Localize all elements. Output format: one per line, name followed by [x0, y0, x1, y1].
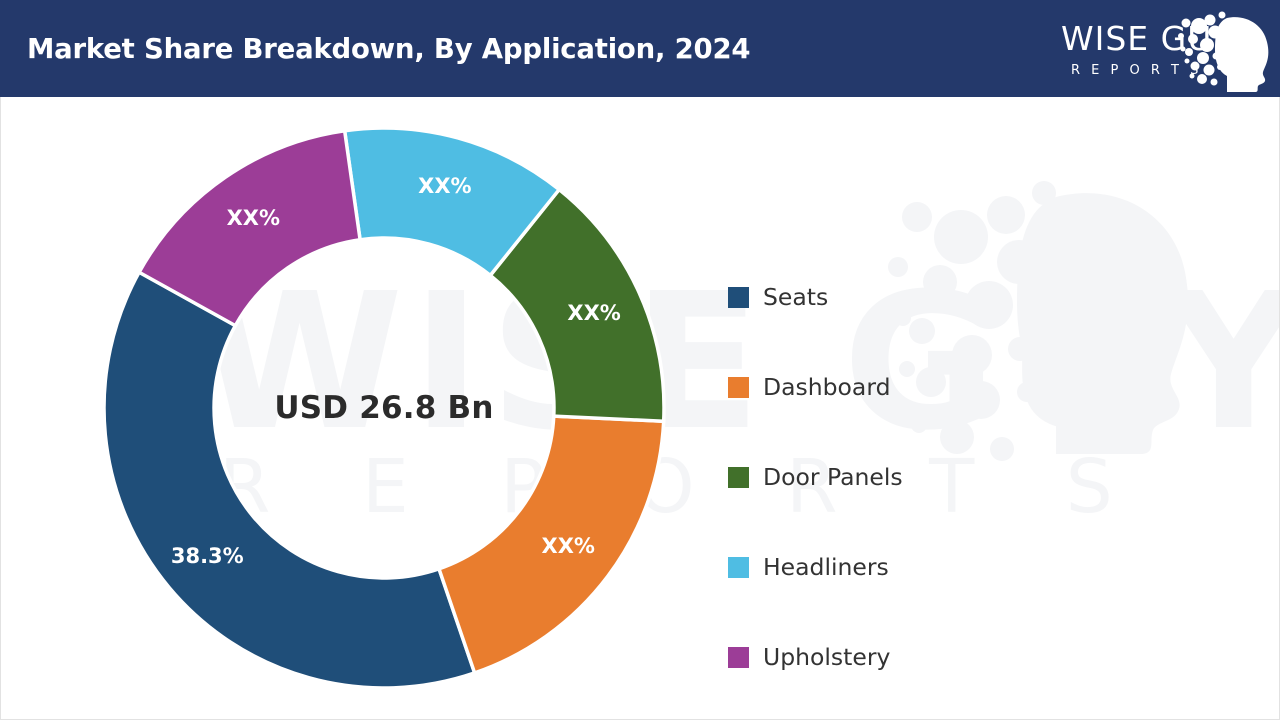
pie-slice[interactable]: [436, 414, 666, 676]
legend-item[interactable]: Headliners: [728, 522, 1058, 612]
pie-slice[interactable]: [136, 128, 363, 328]
chart-canvas: WISE GUY R E P O R T S 38.3% XX% XX% XX% XX%…: [0, 97, 1280, 720]
pie-slice[interactable]: [102, 269, 477, 690]
pie-slice[interactable]: [487, 187, 666, 424]
legend-color-swatch: [728, 646, 749, 668]
donut-center-value: USD 26.8 Bn: [274, 390, 494, 426]
legend-item[interactable]: Seats: [728, 252, 1058, 342]
slice-percentage-label: XX%: [567, 301, 621, 326]
slice-percentage-label: XX%: [226, 206, 281, 231]
pie-slice[interactable]: [342, 126, 562, 278]
slice-percentage-label: 38.3%: [170, 543, 244, 568]
legend-color-swatch: [728, 466, 749, 488]
legend-item-label: Seats: [763, 283, 829, 311]
legend-color-swatch: [728, 556, 749, 578]
chart-legend: Seats Dashboard Door Panels Headliners Uphol…: [728, 252, 1058, 702]
legend-item-label: Headliners: [763, 553, 889, 581]
head-profile-dots-icon: [1178, 11, 1269, 92]
donut-slices: [102, 126, 666, 690]
donut-chart: 38.3% XX% XX% XX% XX% USD 26.8 Bn: [1, 97, 1279, 719]
slice-percentage-label: XX%: [541, 534, 595, 559]
page-title: Market Share Breakdown, By Application, …: [27, 33, 751, 65]
wise-guy-reports-logo: WISE GUY R E P O R T S: [1059, 6, 1274, 92]
legend-item[interactable]: Dashboard: [728, 342, 1058, 432]
legend-item-label: Dashboard: [763, 373, 891, 401]
legend-item[interactable]: Door Panels: [728, 432, 1058, 522]
legend-item[interactable]: Upholstery: [728, 612, 1058, 702]
legend-item-label: Door Panels: [763, 463, 903, 491]
legend-item-label: Upholstery: [763, 643, 891, 671]
page-header: Market Share Breakdown, By Application, …: [0, 0, 1280, 97]
legend-color-swatch: [728, 286, 749, 308]
slice-percentage-label: XX%: [418, 173, 472, 198]
svg-text:R E P O R T S: R E P O R T S: [1071, 63, 1202, 78]
legend-color-swatch: [728, 376, 749, 398]
